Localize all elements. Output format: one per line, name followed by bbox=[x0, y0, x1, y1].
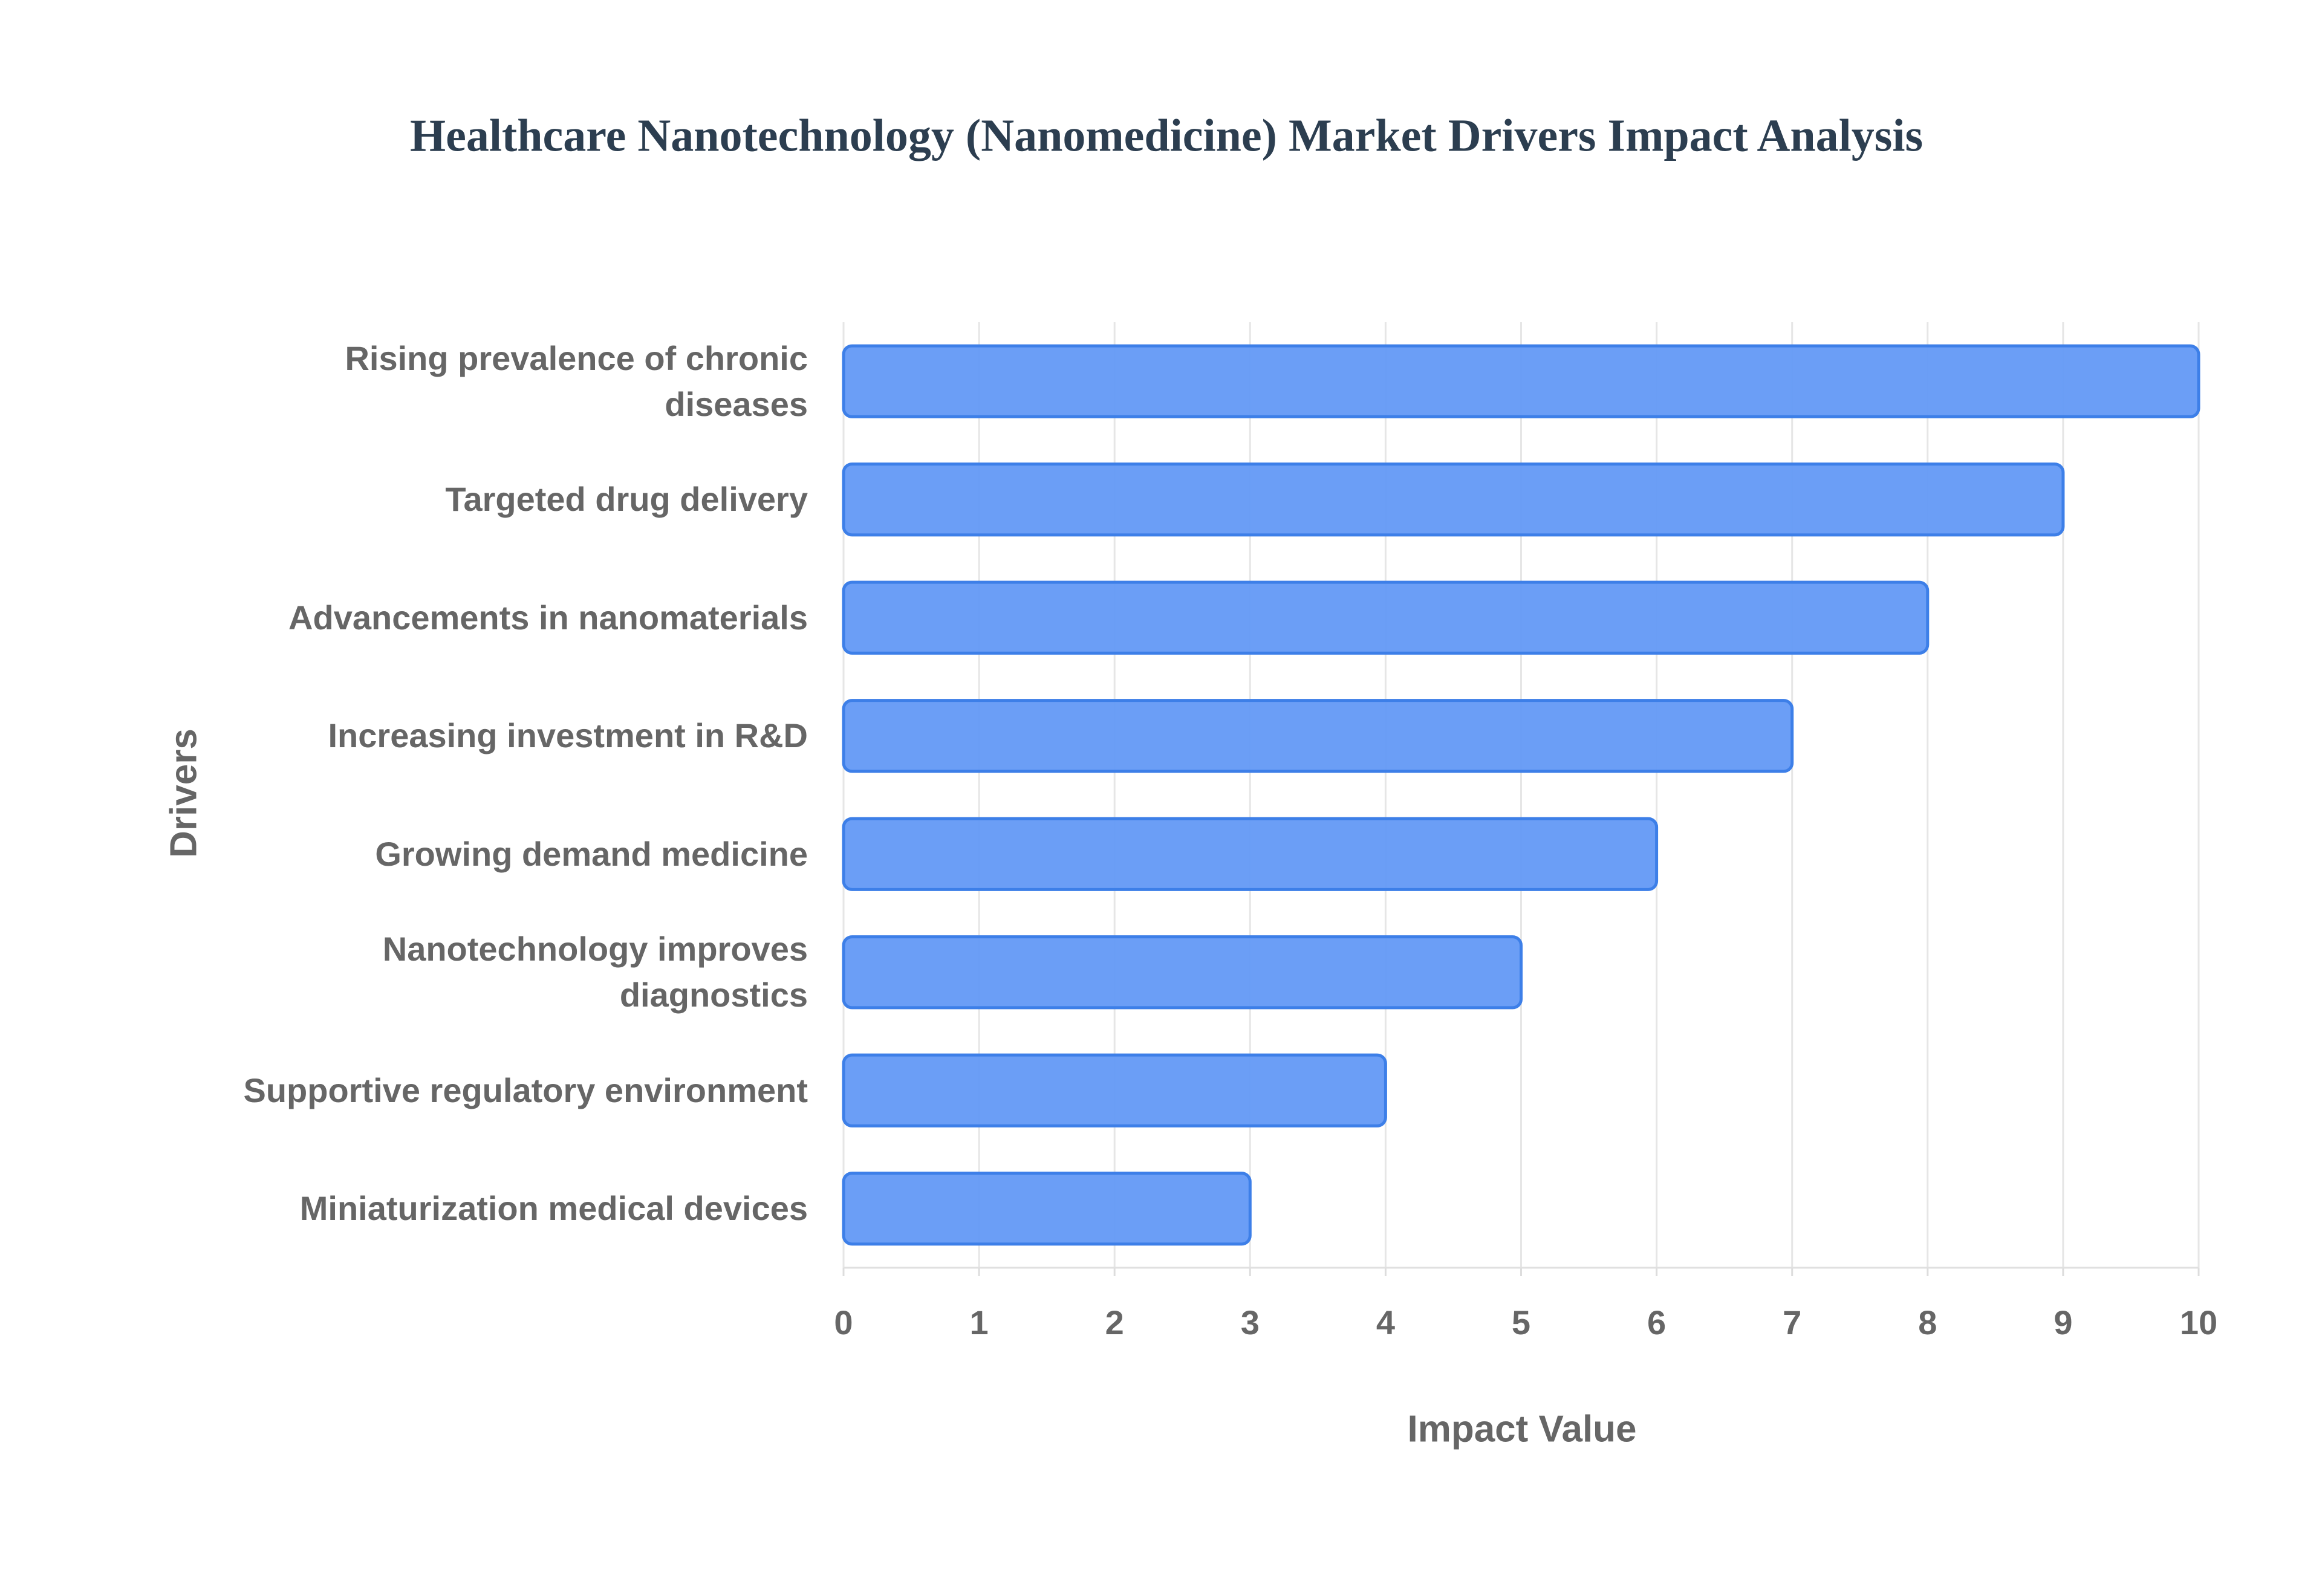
x-tick-label: 3 bbox=[1241, 1303, 1260, 1341]
x-tick-label: 10 bbox=[2180, 1303, 2217, 1341]
bar bbox=[842, 1172, 1252, 1246]
bar bbox=[842, 344, 2200, 418]
bar bbox=[842, 1053, 1387, 1127]
bar bbox=[842, 817, 1659, 891]
bar bbox=[842, 580, 1930, 655]
x-tick-label: 0 bbox=[834, 1303, 853, 1341]
x-tick-label: 1 bbox=[970, 1303, 989, 1341]
bar bbox=[842, 935, 1523, 1010]
y-axis-label: Drivers bbox=[163, 728, 204, 858]
x-tick-label: 2 bbox=[1105, 1303, 1124, 1341]
x-tick-label: 6 bbox=[1647, 1303, 1666, 1341]
y-tick-label: Advancements in nanomaterials bbox=[288, 598, 808, 637]
x-tick-label: 9 bbox=[2054, 1303, 2072, 1341]
x-tick-label: 4 bbox=[1376, 1303, 1395, 1341]
x-tick-label: 8 bbox=[1918, 1303, 1937, 1341]
x-axis-label: Impact Value bbox=[1407, 1408, 1636, 1450]
y-tick-label: Increasing investment in R&D bbox=[328, 716, 808, 755]
y-tick-label: Growing demand medicine bbox=[375, 834, 808, 873]
bar bbox=[842, 462, 2065, 537]
y-tick-label: Supportive regulatory environment bbox=[243, 1071, 808, 1109]
y-tick-label: Targeted drug delivery bbox=[445, 480, 808, 519]
bar bbox=[842, 699, 1794, 773]
x-tick-label: 5 bbox=[1512, 1303, 1530, 1341]
y-tick-label: Miniaturization medical devices bbox=[299, 1189, 808, 1228]
x-tick-label: 7 bbox=[1783, 1303, 1801, 1341]
chart-title: Healthcare Nanotechnology (Nanomedicine)… bbox=[410, 110, 1923, 161]
y-tick-label: Rising prevalence of chronic diseases bbox=[345, 339, 808, 423]
y-tick-label: Nanotechnology improves diagnostics bbox=[382, 930, 808, 1014]
